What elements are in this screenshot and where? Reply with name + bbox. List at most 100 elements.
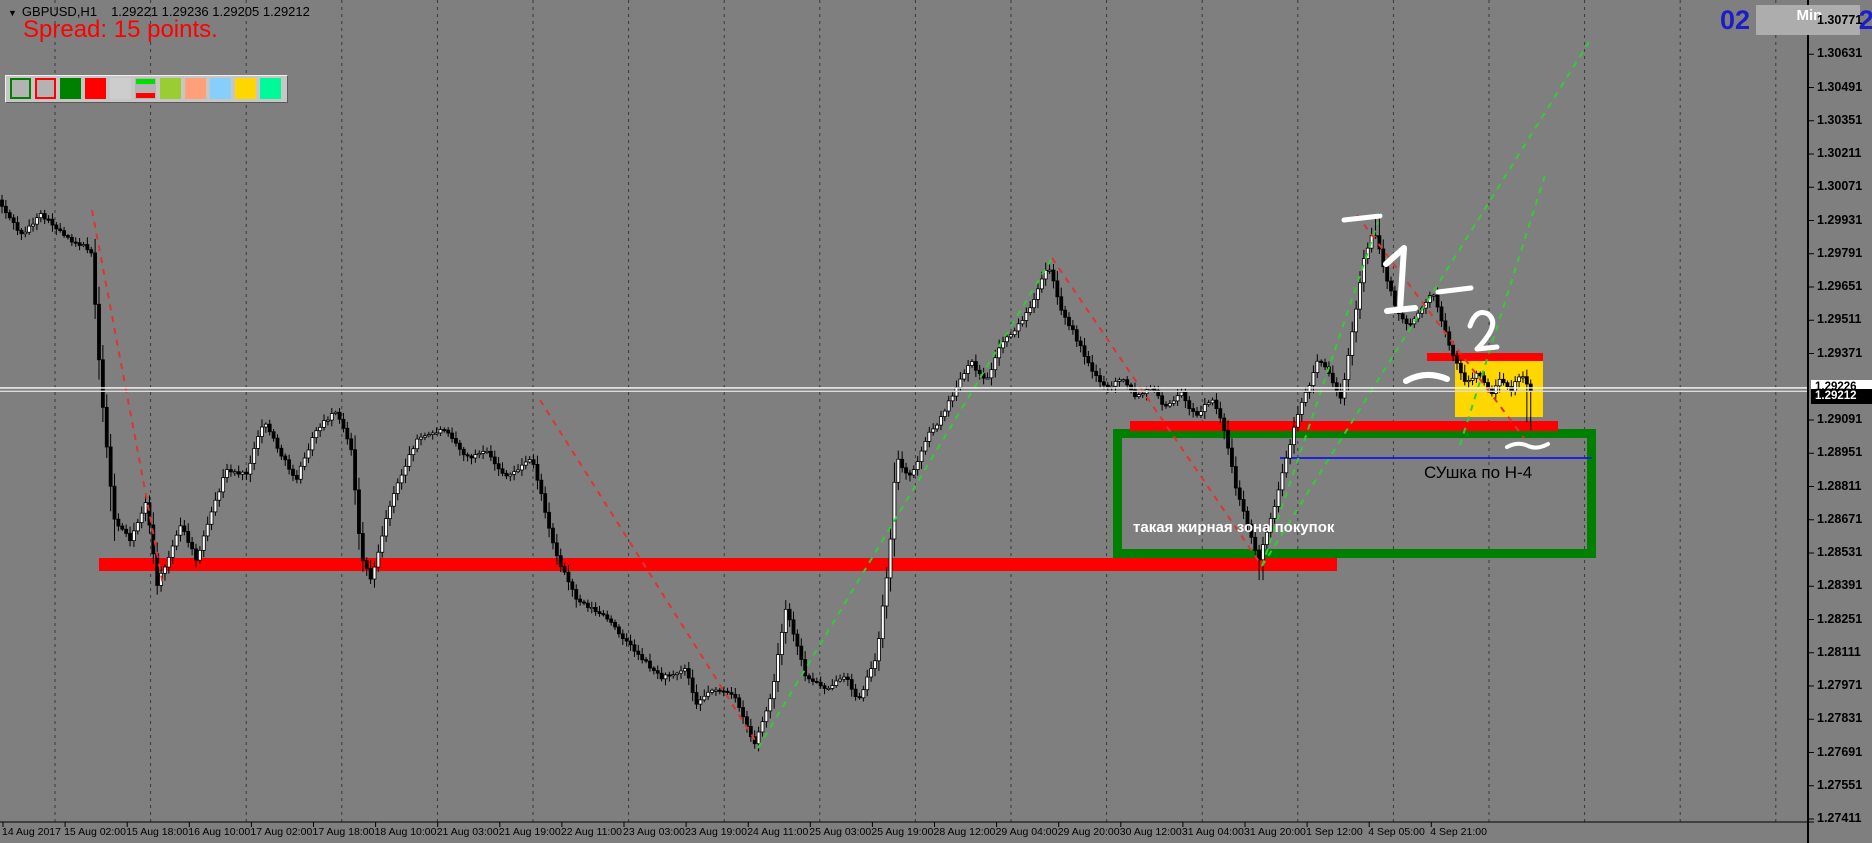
timer-seconds: 22 <box>1858 5 1872 35</box>
time-axis-label: 29 Aug 04:00 <box>995 826 1058 838</box>
candle-body <box>644 659 648 662</box>
candle-body <box>314 430 319 439</box>
candle-body <box>620 633 625 639</box>
time-axis-label: 23 Aug 03:00 <box>623 826 685 838</box>
candle-body <box>1342 379 1347 399</box>
palette-swatch-fill-red[interactable] <box>85 78 106 99</box>
candle-body <box>434 432 439 435</box>
candle-body <box>73 241 78 244</box>
candle-body <box>364 560 369 569</box>
candle-body <box>1233 466 1238 489</box>
price-axis-label: 1.27971 <box>1817 678 1863 692</box>
candle-body <box>376 551 381 568</box>
zigzag-up-31aug-1sep <box>1261 221 1379 567</box>
swatch-green-stripe <box>136 79 155 84</box>
candle-body <box>1152 387 1157 391</box>
palette-swatch-fill-salmon[interactable] <box>185 78 206 99</box>
time-axis-label: 31 Aug 20:00 <box>1244 826 1306 838</box>
time-axis-label: 17 Aug 18:00 <box>312 826 375 838</box>
candle-body <box>283 455 288 461</box>
candle-body <box>1447 331 1452 346</box>
time-axis-label: 15 Aug 02:00 <box>64 826 126 838</box>
candle-body <box>271 431 276 439</box>
candle-body <box>876 638 881 662</box>
time-axis-label: 25 Aug 19:00 <box>871 826 934 838</box>
candle-body <box>194 548 198 561</box>
candle-body <box>1179 391 1184 397</box>
candle-body <box>1249 523 1254 538</box>
candle-body <box>1466 380 1471 383</box>
candle-body <box>1439 306 1444 322</box>
palette-swatch-fill-springgreen[interactable] <box>260 78 281 99</box>
candle-body <box>1261 544 1265 561</box>
candle-body <box>248 462 253 475</box>
candle-body <box>884 577 889 607</box>
candle-body <box>1377 235 1382 250</box>
palette-swatch-fill-lightgray[interactable] <box>110 78 131 99</box>
price-axis-label: 1.28671 <box>1817 511 1863 526</box>
candle-body <box>415 438 420 450</box>
candle-body <box>857 696 862 699</box>
price-axis-label: 1.28391 <box>1817 578 1863 593</box>
candle-body <box>807 675 811 680</box>
candle-body <box>457 442 462 450</box>
palette-swatch-fill-darkgreen[interactable] <box>60 78 81 99</box>
candle-body <box>1241 499 1246 512</box>
candle-body <box>779 632 784 656</box>
hand-dash-mid <box>1435 285 1474 295</box>
candle-body <box>706 691 711 697</box>
candle-body <box>915 461 920 470</box>
candle-body <box>698 699 703 705</box>
candle-body <box>1272 506 1277 519</box>
candle-body <box>1311 372 1316 386</box>
candle-body <box>694 692 699 705</box>
candle-body <box>927 431 932 442</box>
candle-body <box>23 231 28 235</box>
candle-body <box>1074 329 1079 342</box>
candle-body <box>66 235 70 238</box>
candle-body <box>574 588 579 600</box>
candle-body <box>752 736 757 745</box>
candle-body <box>1408 323 1413 326</box>
candle-body <box>651 667 656 671</box>
candle-body <box>500 468 505 474</box>
candle-body <box>1171 400 1176 404</box>
candle-body <box>353 449 357 491</box>
candle-body <box>473 454 478 459</box>
candle-body <box>302 457 307 467</box>
candle-body <box>461 448 466 456</box>
candle-body <box>830 685 835 689</box>
palette-swatch-fill-gold[interactable] <box>235 78 256 99</box>
candle-body <box>826 687 831 690</box>
candle-body <box>209 511 214 525</box>
candle-body <box>1140 393 1145 396</box>
candle-body <box>558 555 563 568</box>
candle-body <box>1509 386 1514 392</box>
palette-swatch-outline-green[interactable] <box>10 78 31 99</box>
candle-body <box>1524 376 1529 385</box>
candle-body <box>1160 395 1165 405</box>
price-axis-label: 1.27831 <box>1817 711 1863 726</box>
zigzag-down-29to31aug <box>1051 257 1263 567</box>
palette-swatch-stripes-green-red[interactable] <box>135 78 156 99</box>
candle-body <box>15 222 20 231</box>
candle-body <box>729 692 734 695</box>
palette-swatch-outline-red[interactable] <box>35 78 56 99</box>
candle-body <box>822 685 827 689</box>
symbol-dropdown-icon[interactable]: ▼ <box>8 8 17 18</box>
candle-body <box>260 426 264 437</box>
candle-body <box>1381 248 1386 268</box>
candle-body <box>62 230 66 236</box>
time-axis-label: 21 Aug 19:00 <box>498 826 561 838</box>
palette-swatch-fill-yellowgreen[interactable] <box>160 78 181 99</box>
candle-body <box>578 598 583 603</box>
candle-body <box>166 556 171 568</box>
candle-body <box>942 410 947 417</box>
candle-body <box>1493 385 1498 394</box>
candle-body <box>291 468 295 476</box>
palette-swatch-fill-lightblue[interactable] <box>210 78 231 99</box>
candle-body <box>1055 280 1060 298</box>
candle-body <box>380 535 385 553</box>
candle-body <box>570 581 575 590</box>
